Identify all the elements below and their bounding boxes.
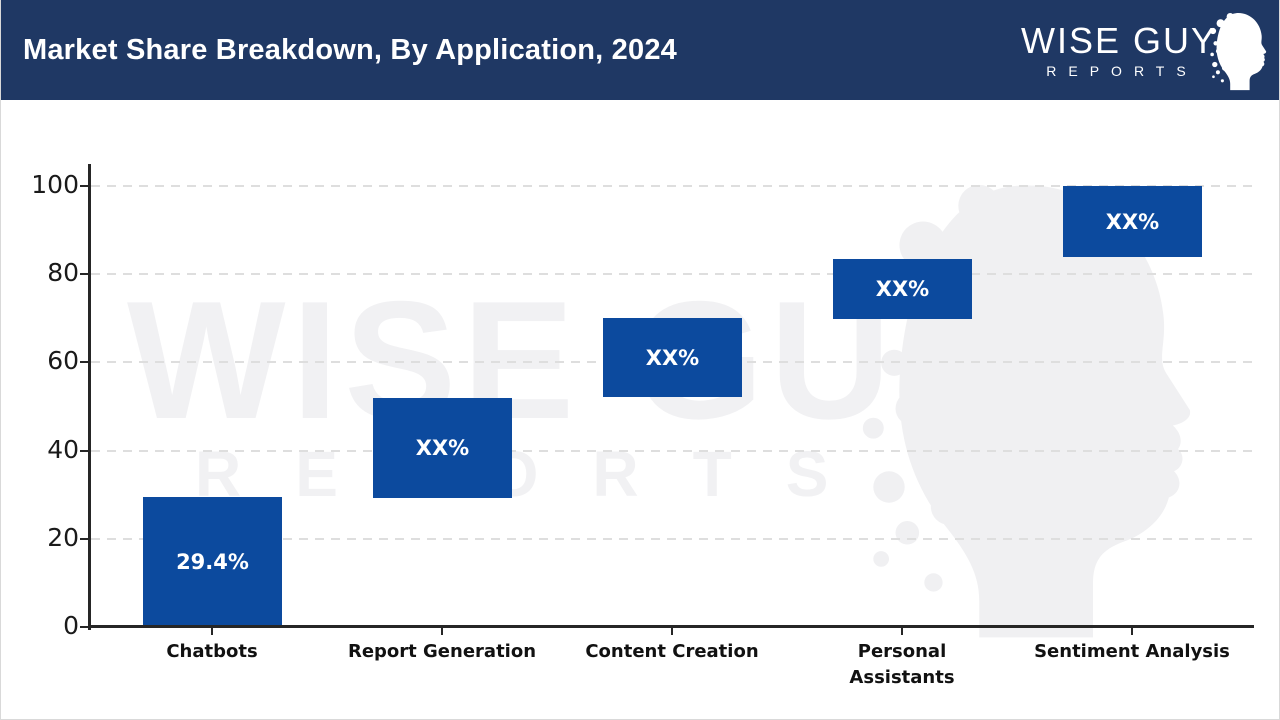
y-tick-mark <box>80 273 88 276</box>
x-tick-mark <box>671 628 673 635</box>
x-tick-mark <box>901 628 903 635</box>
y-tick-label: 40 <box>47 434 79 464</box>
brand-name: WISE GUY <box>1020 19 1217 61</box>
x-tick-mark <box>441 628 443 635</box>
y-tick-mark <box>80 185 88 187</box>
x-tick-label: Content Creation <box>585 641 759 662</box>
bar-value-label: XX% <box>415 436 470 460</box>
brand-logo-text: WISE GUY REPORTS <box>1020 19 1217 79</box>
header-bar: Market Share Breakdown, By Application, … <box>1 0 1279 100</box>
bar-chatbots: 29.4% <box>143 497 282 627</box>
brand-head-icon <box>1209 12 1267 91</box>
x-tick-label: Sentiment Analysis <box>1034 641 1230 662</box>
y-tick-label: 100 <box>31 170 79 199</box>
y-tick-label: 0 <box>63 611 79 640</box>
gridline-y80 <box>91 273 1254 276</box>
y-tick-label: 80 <box>47 258 79 288</box>
bar-personal-assistants: XX% <box>833 259 972 319</box>
x-tick-label: Personal Assistants <box>849 641 955 689</box>
bar-value-label: XX% <box>645 345 700 370</box>
bar-report-generation: XX% <box>373 398 512 498</box>
y-tick-mark <box>80 361 88 364</box>
bar-value-label: 29.4% <box>176 550 249 574</box>
y-tick-mark <box>80 537 88 540</box>
brand-logo: WISE GUY REPORTS <box>1021 9 1267 91</box>
gridline-y100 <box>91 185 1254 187</box>
bar-value-label: XX% <box>875 277 930 301</box>
x-tick-label: Report Generation <box>347 641 537 662</box>
chart-title: Market Share Breakdown, By Application, … <box>23 33 677 66</box>
y-axis-line <box>88 164 91 630</box>
bar-value-label: XX% <box>1105 209 1160 234</box>
y-tick-mark <box>80 449 88 452</box>
x-axis-line <box>88 625 1254 628</box>
x-tick-label: Chatbots <box>166 641 258 662</box>
y-tick-label: 20 <box>47 522 79 552</box>
x-tick-mark <box>211 628 213 635</box>
x-tick-mark <box>1131 628 1133 635</box>
gridline-y40 <box>91 449 1254 452</box>
gridline-y20 <box>91 537 1254 540</box>
bar-content-creation: XX% <box>603 318 742 397</box>
bar-sentiment-analysis: XX% <box>1063 186 1202 257</box>
y-tick-mark <box>80 626 88 628</box>
y-tick-label: 60 <box>47 346 79 376</box>
brand-subtitle: REPORTS <box>1046 62 1198 79</box>
